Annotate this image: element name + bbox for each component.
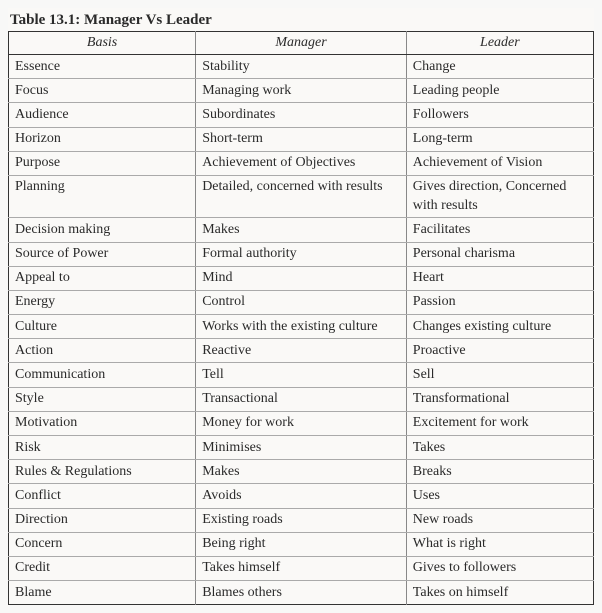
table-row: HorizonShort-termLong-term xyxy=(9,127,594,151)
table-row: MotivationMoney for workExcitement for w… xyxy=(9,411,594,435)
manager-cell: Formal authority xyxy=(196,242,407,266)
leader-cell: Followers xyxy=(406,103,593,127)
manager-cell: Achievement of Objectives xyxy=(196,151,407,175)
basis-cell: Focus xyxy=(9,79,196,103)
manager-cell: Control xyxy=(196,290,407,314)
basis-cell: Direction xyxy=(9,508,196,532)
leader-cell: Long-term xyxy=(406,127,593,151)
leader-cell: Passion xyxy=(406,290,593,314)
basis-cell: Credit xyxy=(9,556,196,580)
manager-cell: Short-term xyxy=(196,127,407,151)
basis-cell: Appeal to xyxy=(9,266,196,290)
manager-cell: Tell xyxy=(196,363,407,387)
table-header: Basis Manager Leader xyxy=(9,32,594,55)
manager-cell: Avoids xyxy=(196,484,407,508)
basis-cell: Risk xyxy=(9,436,196,460)
table-row: PurposeAchievement of ObjectivesAchievem… xyxy=(9,151,594,175)
leader-cell: Uses xyxy=(406,484,593,508)
table-row: CultureWorks with the existing cultureCh… xyxy=(9,315,594,339)
leader-cell: Gives direction, Concerned with results xyxy=(406,175,593,217)
basis-cell: Blame xyxy=(9,581,196,605)
manager-cell: Stability xyxy=(196,55,407,79)
basis-cell: Culture xyxy=(9,315,196,339)
col-header-basis: Basis xyxy=(9,32,196,55)
table-row: Decision makingMakesFacilitates xyxy=(9,218,594,242)
leader-cell: Sell xyxy=(406,363,593,387)
leader-cell: What is right xyxy=(406,532,593,556)
comparison-table: Basis Manager Leader EssenceStabilityCha… xyxy=(8,31,594,605)
manager-cell: Makes xyxy=(196,460,407,484)
basis-cell: Action xyxy=(9,339,196,363)
leader-cell: Leading people xyxy=(406,79,593,103)
table-row: EssenceStabilityChange xyxy=(9,55,594,79)
table-row: ConflictAvoidsUses xyxy=(9,484,594,508)
header-row: Basis Manager Leader xyxy=(9,32,594,55)
leader-cell: Breaks xyxy=(406,460,593,484)
manager-cell: Blames others xyxy=(196,581,407,605)
leader-cell: Transformational xyxy=(406,387,593,411)
basis-cell: Purpose xyxy=(9,151,196,175)
col-header-manager: Manager xyxy=(196,32,407,55)
leader-cell: Change xyxy=(406,55,593,79)
table-row: Appeal toMindHeart xyxy=(9,266,594,290)
basis-cell: Horizon xyxy=(9,127,196,151)
table-container: Table 13.1: Manager Vs Leader Basis Mana… xyxy=(8,8,594,605)
manager-cell: Managing work xyxy=(196,79,407,103)
leader-cell: Gives to followers xyxy=(406,556,593,580)
manager-cell: Works with the existing culture xyxy=(196,315,407,339)
basis-cell: Essence xyxy=(9,55,196,79)
basis-cell: Conflict xyxy=(9,484,196,508)
manager-cell: Being right xyxy=(196,532,407,556)
basis-cell: Motivation xyxy=(9,411,196,435)
manager-cell: Transactional xyxy=(196,387,407,411)
basis-cell: Decision making xyxy=(9,218,196,242)
table-row: AudienceSubordinatesFollowers xyxy=(9,103,594,127)
leader-cell: Takes on himself xyxy=(406,581,593,605)
manager-cell: Reactive xyxy=(196,339,407,363)
leader-cell: Heart xyxy=(406,266,593,290)
leader-cell: Proactive xyxy=(406,339,593,363)
manager-cell: Makes xyxy=(196,218,407,242)
table-row: RiskMinimisesTakes xyxy=(9,436,594,460)
table-row: BlameBlames othersTakes on himself xyxy=(9,581,594,605)
table-row: CommunicationTellSell xyxy=(9,363,594,387)
table-row: StyleTransactionalTransformational xyxy=(9,387,594,411)
table-row: CreditTakes himselfGives to followers xyxy=(9,556,594,580)
basis-cell: Energy xyxy=(9,290,196,314)
manager-cell: Money for work xyxy=(196,411,407,435)
basis-cell: Planning xyxy=(9,175,196,217)
leader-cell: Excitement for work xyxy=(406,411,593,435)
basis-cell: Source of Power xyxy=(9,242,196,266)
col-header-leader: Leader xyxy=(406,32,593,55)
basis-cell: Concern xyxy=(9,532,196,556)
leader-cell: Personal charisma xyxy=(406,242,593,266)
basis-cell: Audience xyxy=(9,103,196,127)
manager-cell: Existing roads xyxy=(196,508,407,532)
manager-cell: Mind xyxy=(196,266,407,290)
leader-cell: Changes existing culture xyxy=(406,315,593,339)
table-row: FocusManaging workLeading people xyxy=(9,79,594,103)
table-row: ConcernBeing rightWhat is right xyxy=(9,532,594,556)
basis-cell: Communication xyxy=(9,363,196,387)
leader-cell: Facilitates xyxy=(406,218,593,242)
leader-cell: Achievement of Vision xyxy=(406,151,593,175)
table-row: ActionReactiveProactive xyxy=(9,339,594,363)
manager-cell: Takes himself xyxy=(196,556,407,580)
table-row: Rules & RegulationsMakesBreaks xyxy=(9,460,594,484)
table-body: EssenceStabilityChangeFocusManaging work… xyxy=(9,55,594,605)
manager-cell: Detailed, concerned with results xyxy=(196,175,407,217)
leader-cell: Takes xyxy=(406,436,593,460)
table-row: DirectionExisting roadsNew roads xyxy=(9,508,594,532)
basis-cell: Style xyxy=(9,387,196,411)
table-row: PlanningDetailed, concerned with results… xyxy=(9,175,594,217)
manager-cell: Subordinates xyxy=(196,103,407,127)
basis-cell: Rules & Regulations xyxy=(9,460,196,484)
leader-cell: New roads xyxy=(406,508,593,532)
table-row: Source of PowerFormal authorityPersonal … xyxy=(9,242,594,266)
table-title: Table 13.1: Manager Vs Leader xyxy=(8,8,594,31)
table-row: EnergyControlPassion xyxy=(9,290,594,314)
manager-cell: Minimises xyxy=(196,436,407,460)
